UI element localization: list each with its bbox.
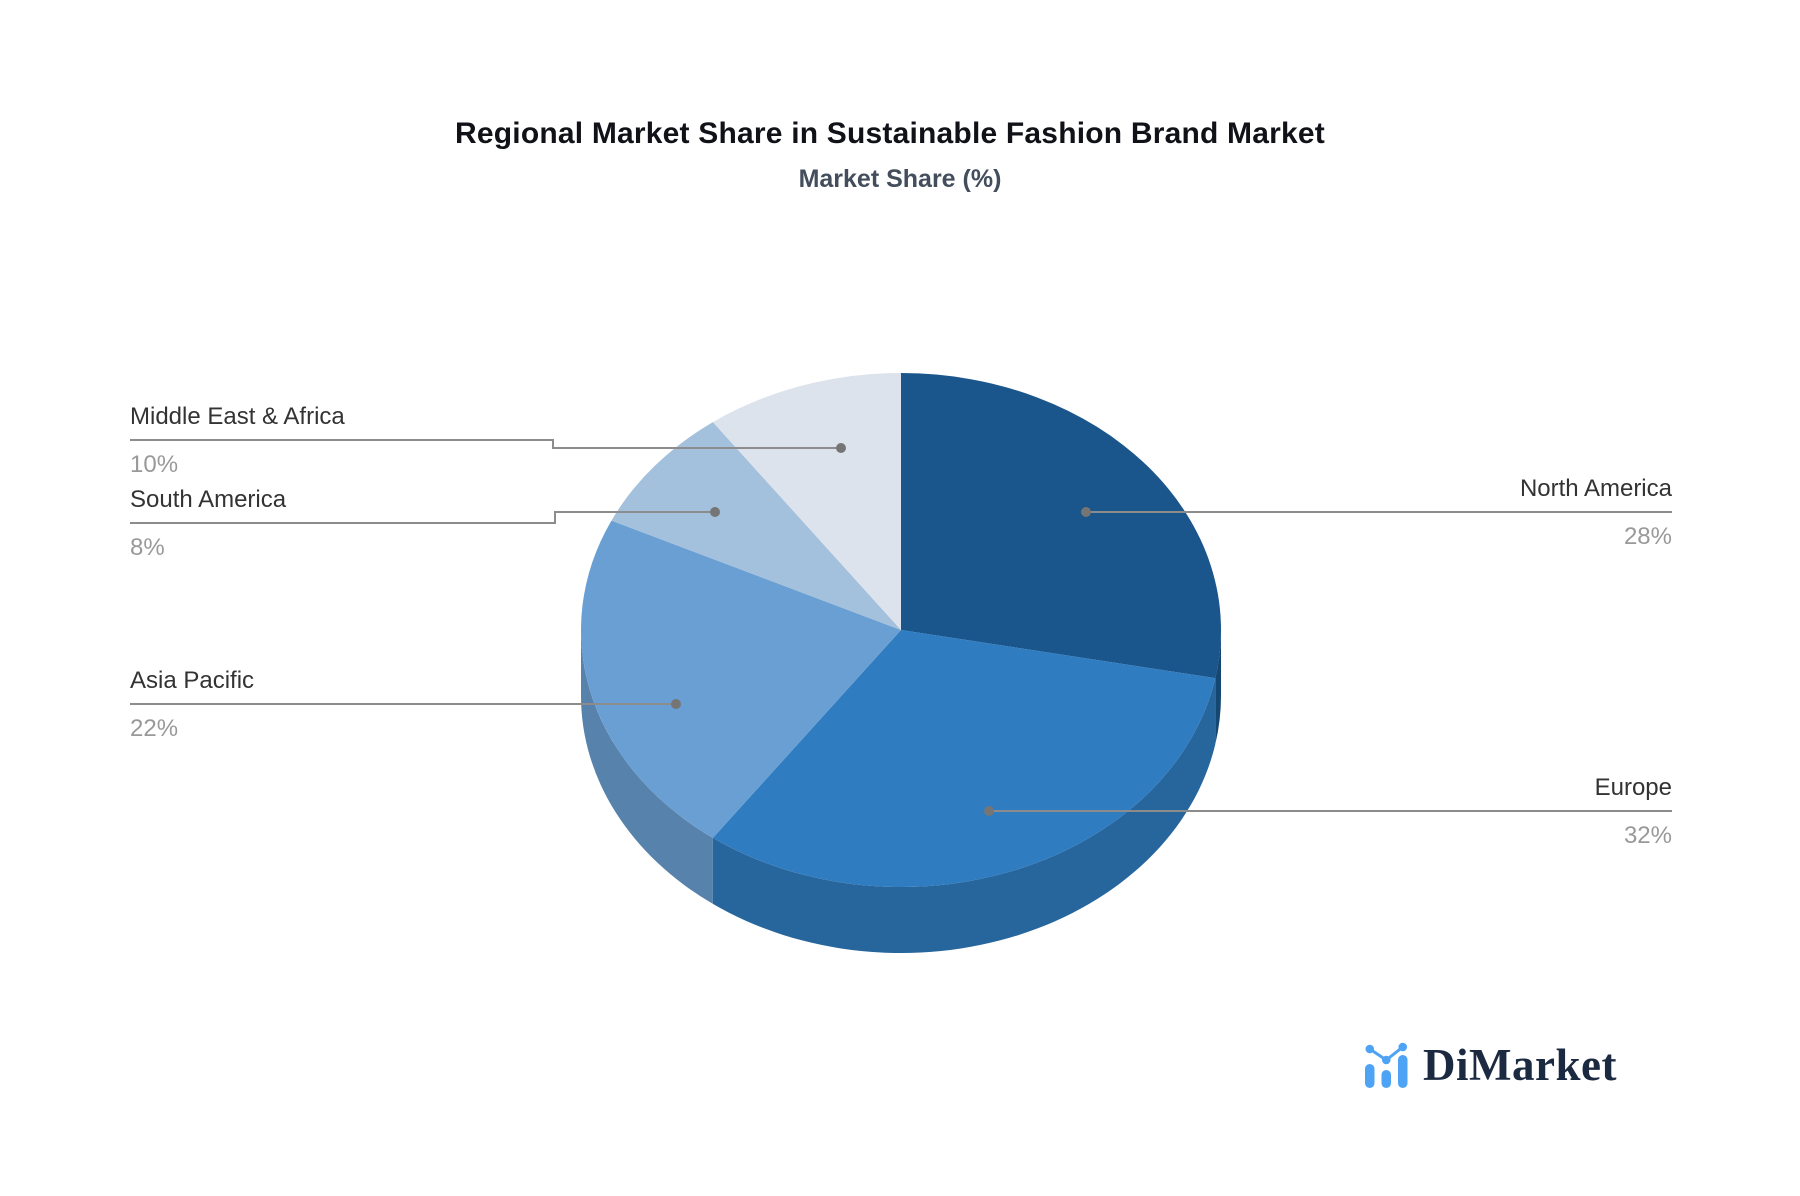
slice-value-north-america: 28% xyxy=(1623,523,1672,550)
slice-value-south-america: 8% xyxy=(130,534,165,561)
slice-value-europe: 32% xyxy=(1623,822,1672,849)
pie-slice-asia-pacific[interactable] xyxy=(581,520,901,838)
leader-dot-south-america xyxy=(710,507,720,517)
slice-label-south-america: South America xyxy=(130,486,287,513)
slice-value-middle-east-africa: 10% xyxy=(130,451,179,478)
slice-label-europe: Europe xyxy=(1594,774,1672,801)
slice-label-asia-pacific: Asia Pacific xyxy=(130,667,255,694)
brand-logo: DiMarket xyxy=(1360,1040,1617,1090)
leader-dot-europe xyxy=(984,806,994,816)
pie-slice-south-america[interactable] xyxy=(611,422,901,630)
bar-line-chart-icon xyxy=(1365,1042,1408,1088)
slice-label-north-america: North America xyxy=(1519,475,1672,502)
leader-dot-asia-pacific xyxy=(671,699,681,709)
leader-line-middle-east-africa xyxy=(130,439,841,449)
brand-logo-text: DiMarket xyxy=(1423,1040,1617,1090)
pie-slice-middle-east-africa[interactable] xyxy=(712,373,901,630)
leader-dot-middle-east-africa xyxy=(836,443,846,453)
pie-slice-north-america[interactable] xyxy=(901,373,1221,679)
pie-slice-side-north-america xyxy=(1215,630,1221,745)
pie-slice-europe[interactable] xyxy=(712,630,1216,888)
pie-slice-side-europe xyxy=(712,678,1216,954)
pie-slice-side-asia-pacific xyxy=(581,630,713,904)
leader-line-south-america xyxy=(130,511,715,524)
slice-label-middle-east-africa: Middle East & Africa xyxy=(130,403,345,430)
leader-dot-north-america xyxy=(1081,507,1091,517)
pie-top-slices xyxy=(581,373,1221,888)
chart-subtitle: Market Share (%) xyxy=(798,165,1002,193)
slice-value-asia-pacific: 22% xyxy=(130,715,179,742)
chart-title: Regional Market Share in Sustainable Fas… xyxy=(455,117,1325,150)
pie-side-walls xyxy=(581,630,1221,954)
pie-leader-lines xyxy=(130,439,1672,816)
